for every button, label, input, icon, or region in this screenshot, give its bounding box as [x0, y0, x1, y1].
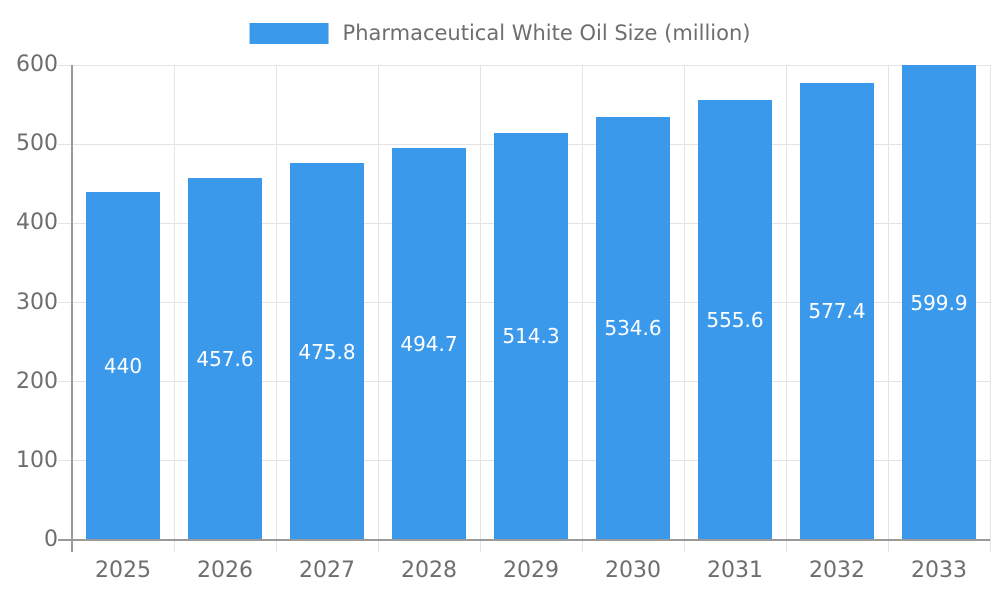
x-tick-label: 2030	[605, 558, 661, 583]
v-gridline	[683, 65, 685, 552]
legend-item[interactable]: Pharmaceutical White Oil Size (million)	[249, 21, 751, 45]
x-tick-label: 2031	[707, 558, 763, 583]
y-tick-label: 600	[16, 52, 58, 77]
legend-swatch-icon	[249, 22, 329, 44]
bar-2029[interactable]: 514.3	[494, 132, 568, 540]
bar-2033[interactable]: 599.9	[902, 65, 976, 540]
bar-2028[interactable]: 494.7	[392, 148, 466, 540]
bar-2031[interactable]: 555.6	[698, 100, 772, 540]
bar-value-label: 577.4	[808, 299, 866, 324]
bar-value-label: 457.6	[196, 346, 254, 371]
y-tick-label: 200	[16, 368, 58, 394]
v-gridline	[173, 65, 175, 552]
y-axis-line	[71, 65, 73, 552]
v-gridline	[275, 65, 277, 552]
v-gridline	[785, 65, 787, 552]
v-gridline	[377, 65, 379, 552]
v-gridline	[581, 65, 583, 552]
v-gridline	[887, 65, 889, 552]
bar-value-label: 514.3	[502, 324, 560, 349]
x-tick-label: 2032	[809, 558, 865, 583]
y-tick-label: 100	[16, 447, 58, 473]
bar-2026[interactable]: 457.6	[188, 177, 262, 540]
y-tick-label: 0	[44, 527, 58, 552]
h-gridline	[58, 64, 990, 66]
y-tick-label: 400	[16, 210, 58, 236]
x-tick-label: 2025	[95, 558, 151, 583]
bar-value-label: 475.8	[298, 339, 356, 364]
bar-2032[interactable]: 577.4	[800, 82, 874, 540]
x-tick-label: 2029	[503, 558, 559, 583]
bar-value-label: 555.6	[706, 308, 764, 333]
bar-2025[interactable]: 440	[86, 191, 160, 540]
x-tick-label: 2026	[197, 558, 253, 583]
bar-2027[interactable]: 475.8	[290, 163, 364, 540]
x-tick-label: 2027	[299, 558, 355, 583]
bar-value-label: 534.6	[604, 316, 662, 341]
y-tick-label: 300	[16, 289, 58, 315]
y-tick-label: 500	[16, 131, 58, 157]
bar-value-label: 440	[103, 353, 143, 378]
legend-label: Pharmaceutical White Oil Size (million)	[342, 21, 751, 45]
x-tick-label: 2028	[401, 558, 457, 583]
bar-2030[interactable]: 534.6	[596, 116, 670, 540]
bar-value-label: 599.9	[910, 290, 968, 315]
x-tick-label: 2033	[911, 558, 967, 583]
plot-area: 440 457.6 475.8 494.7 514.3 534.6 555.6 577.4 59…	[58, 64, 991, 552]
v-gridline	[989, 65, 991, 552]
x-axis-line	[58, 539, 990, 541]
v-gridline	[479, 65, 481, 552]
bar-value-label: 494.7	[400, 332, 458, 357]
